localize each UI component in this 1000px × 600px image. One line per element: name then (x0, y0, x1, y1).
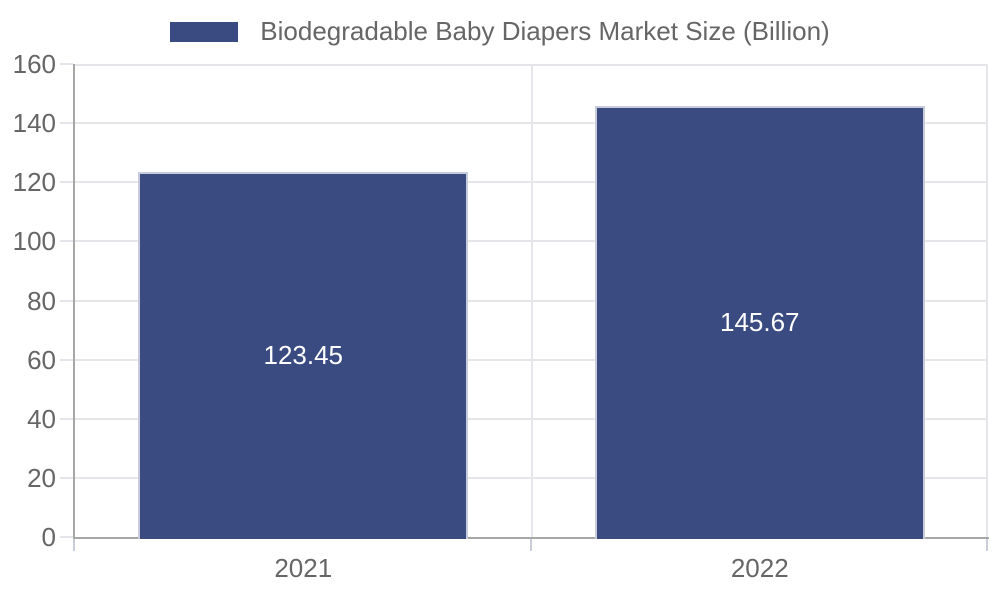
y-tick-mark (60, 300, 73, 302)
y-tick-label: 120 (12, 167, 56, 197)
y-tick-mark (60, 359, 73, 361)
y-axis-line (73, 64, 75, 539)
y-tick-mark (60, 240, 73, 242)
x-tick-mark (986, 539, 988, 551)
y-tick-mark (60, 536, 73, 538)
bar-2021 (138, 172, 469, 539)
gridline-vertical (531, 64, 533, 537)
gridline-vertical (986, 64, 988, 537)
x-tick-label: 2021 (274, 553, 333, 583)
y-tick-label: 60 (27, 345, 56, 375)
x-tick-label: 2022 (730, 553, 789, 583)
x-axis-line (73, 537, 989, 539)
y-tick-label: 80 (27, 286, 56, 316)
y-tick-mark (60, 63, 73, 65)
bar-value-label: 145.67 (719, 306, 800, 337)
y-tick-label: 40 (27, 404, 56, 434)
y-tick-mark (60, 122, 73, 124)
y-tick-mark (60, 477, 73, 479)
y-tick-label: 160 (12, 49, 56, 79)
x-tick-mark (530, 539, 532, 551)
y-tick-mark (60, 181, 73, 183)
legend: Biodegradable Baby Diapers Market Size (… (0, 16, 1000, 47)
legend-swatch (170, 21, 239, 42)
y-tick-label: 100 (12, 226, 56, 256)
y-tick-label: 140 (12, 108, 56, 138)
plot-area (75, 64, 988, 537)
legend-series-label: Biodegradable Baby Diapers Market Size (… (260, 16, 830, 46)
x-tick-mark (73, 539, 75, 551)
bar-2022 (594, 106, 925, 539)
y-tick-label: 0 (41, 522, 56, 552)
y-tick-mark (60, 418, 73, 420)
y-tick-label: 20 (27, 463, 56, 493)
bar-value-label: 123.45 (263, 339, 344, 370)
